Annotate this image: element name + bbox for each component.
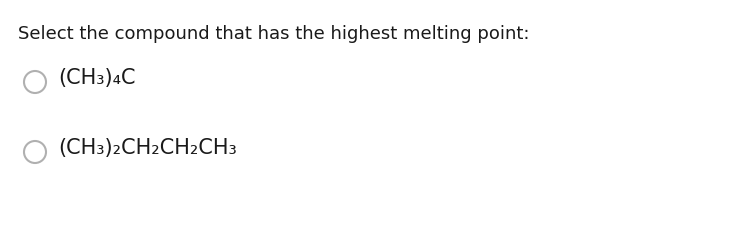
Text: (CH₃)₂CH₂CH₂CH₃: (CH₃)₂CH₂CH₂CH₃: [58, 138, 237, 158]
Circle shape: [24, 71, 46, 93]
Text: (CH₃)₄C: (CH₃)₄C: [58, 68, 136, 88]
Text: Select the compound that has the highest melting point:: Select the compound that has the highest…: [18, 25, 529, 43]
Circle shape: [24, 141, 46, 163]
